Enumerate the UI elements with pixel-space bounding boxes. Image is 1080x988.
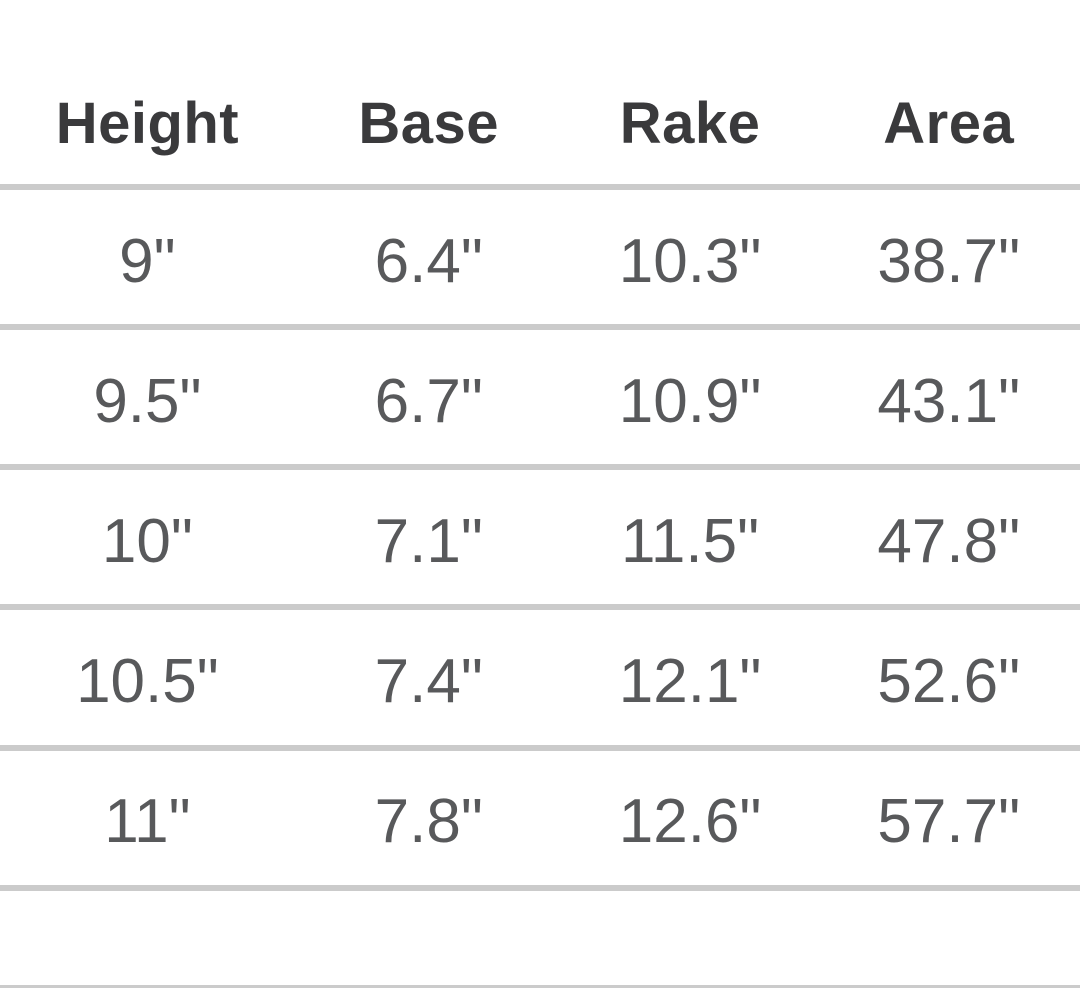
cell-height: 9": [119, 226, 176, 296]
table-row: 10" 7.1" 11.5" 47.8": [0, 470, 1080, 611]
cell-rake: 12.6": [618, 787, 762, 857]
column-header-area: Area: [883, 90, 1015, 156]
table-row: 9" 6.4" 10.3" 38.7": [0, 190, 1080, 331]
cell-base: 7.8": [374, 787, 483, 857]
cell-rake: 10.3": [618, 226, 762, 296]
cell-height: 10.5": [76, 647, 219, 717]
cell-rake: 12.1": [618, 647, 762, 717]
cell-area: 43.1": [877, 366, 1021, 436]
table-row: 9.5" 6.7" 10.9" 43.1": [0, 330, 1080, 471]
cell-area: 38.7": [877, 226, 1021, 296]
column-header-base: Base: [358, 90, 500, 156]
cut-off-empty-row: [0, 891, 1080, 988]
cell-area: 47.8": [877, 506, 1021, 576]
cell-rake: 10.9": [618, 366, 762, 436]
table-header-row: Height Base Rake Area: [0, 0, 1080, 191]
cell-height: 11": [104, 787, 191, 857]
table-row: 10.5" 7.4" 12.1" 52.6": [0, 610, 1080, 751]
cell-base: 7.1": [374, 506, 483, 576]
cell-area: 52.6": [877, 647, 1021, 717]
cell-height: 10": [101, 506, 193, 576]
cell-base: 7.4": [374, 647, 483, 717]
table-row: 11" 7.8" 12.6" 57.7": [0, 751, 1080, 891]
column-header-height: Height: [55, 90, 240, 156]
cell-height: 9.5": [93, 366, 202, 436]
cell-area: 57.7": [877, 787, 1021, 857]
cell-rake: 11.5": [621, 506, 760, 576]
cell-base: 6.7": [374, 366, 483, 436]
column-header-rake: Rake: [619, 90, 761, 156]
cell-base: 6.4": [374, 226, 483, 296]
